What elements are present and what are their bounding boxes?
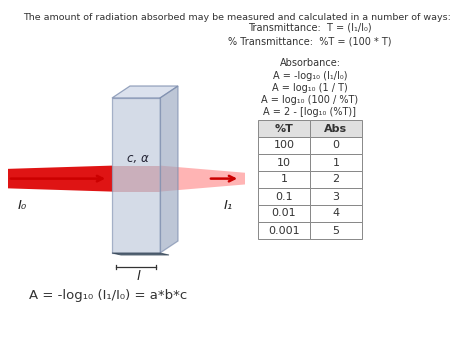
Bar (258, 171, 310, 188)
Bar (310, 171, 362, 188)
Text: 4: 4 (332, 209, 339, 218)
Text: Abs: Abs (324, 123, 347, 134)
Text: I₁: I₁ (223, 199, 233, 212)
Text: 2: 2 (332, 174, 339, 185)
Text: 0: 0 (332, 141, 339, 150)
Polygon shape (8, 166, 112, 192)
Text: 10: 10 (277, 158, 291, 168)
Bar (258, 188, 310, 205)
Bar (112, 98, 160, 253)
Polygon shape (160, 166, 245, 192)
Polygon shape (112, 253, 169, 255)
Text: A = log₁₀ (1 / T): A = log₁₀ (1 / T) (272, 83, 348, 93)
Text: c, α: c, α (127, 152, 149, 165)
Text: %T: %T (274, 123, 293, 134)
Text: Absorbance:: Absorbance: (280, 58, 340, 68)
Text: 1: 1 (332, 158, 339, 168)
Text: A = -log₁₀ (I₁/I₀): A = -log₁₀ (I₁/I₀) (273, 71, 347, 81)
Polygon shape (160, 86, 178, 253)
Bar (258, 222, 310, 239)
Text: I₀: I₀ (18, 199, 27, 212)
Text: 0.1: 0.1 (275, 192, 293, 201)
Bar (310, 137, 362, 154)
Bar (310, 205, 362, 222)
Text: l: l (136, 270, 140, 283)
Bar (258, 137, 310, 154)
Text: % Transmittance:  %T = (100 * T): % Transmittance: %T = (100 * T) (228, 36, 392, 46)
Text: A = -log₁₀ (I₁/I₀) = a*b*c: A = -log₁₀ (I₁/I₀) = a*b*c (29, 290, 187, 303)
Polygon shape (112, 86, 178, 98)
Bar (258, 154, 310, 171)
Bar (112, 166, 160, 192)
Bar (310, 120, 362, 137)
Text: The amount of radiation absorbed may be measured and calculated in a number of w: The amount of radiation absorbed may be … (23, 13, 451, 22)
Text: 1: 1 (281, 174, 288, 185)
Bar (258, 120, 310, 137)
Text: 0.01: 0.01 (272, 209, 296, 218)
Text: A = log₁₀ (100 / %T): A = log₁₀ (100 / %T) (262, 95, 358, 105)
Text: 0.001: 0.001 (268, 225, 300, 236)
Bar (310, 154, 362, 171)
Bar (310, 188, 362, 205)
Text: 100: 100 (273, 141, 294, 150)
Text: A = 2 - [log₁₀ (%T)]: A = 2 - [log₁₀ (%T)] (264, 107, 356, 117)
Text: 5: 5 (332, 225, 339, 236)
Bar (310, 222, 362, 239)
Text: Transmittance:  T = (I₁/I₀): Transmittance: T = (I₁/I₀) (248, 22, 372, 32)
Text: 3: 3 (332, 192, 339, 201)
Bar (258, 205, 310, 222)
